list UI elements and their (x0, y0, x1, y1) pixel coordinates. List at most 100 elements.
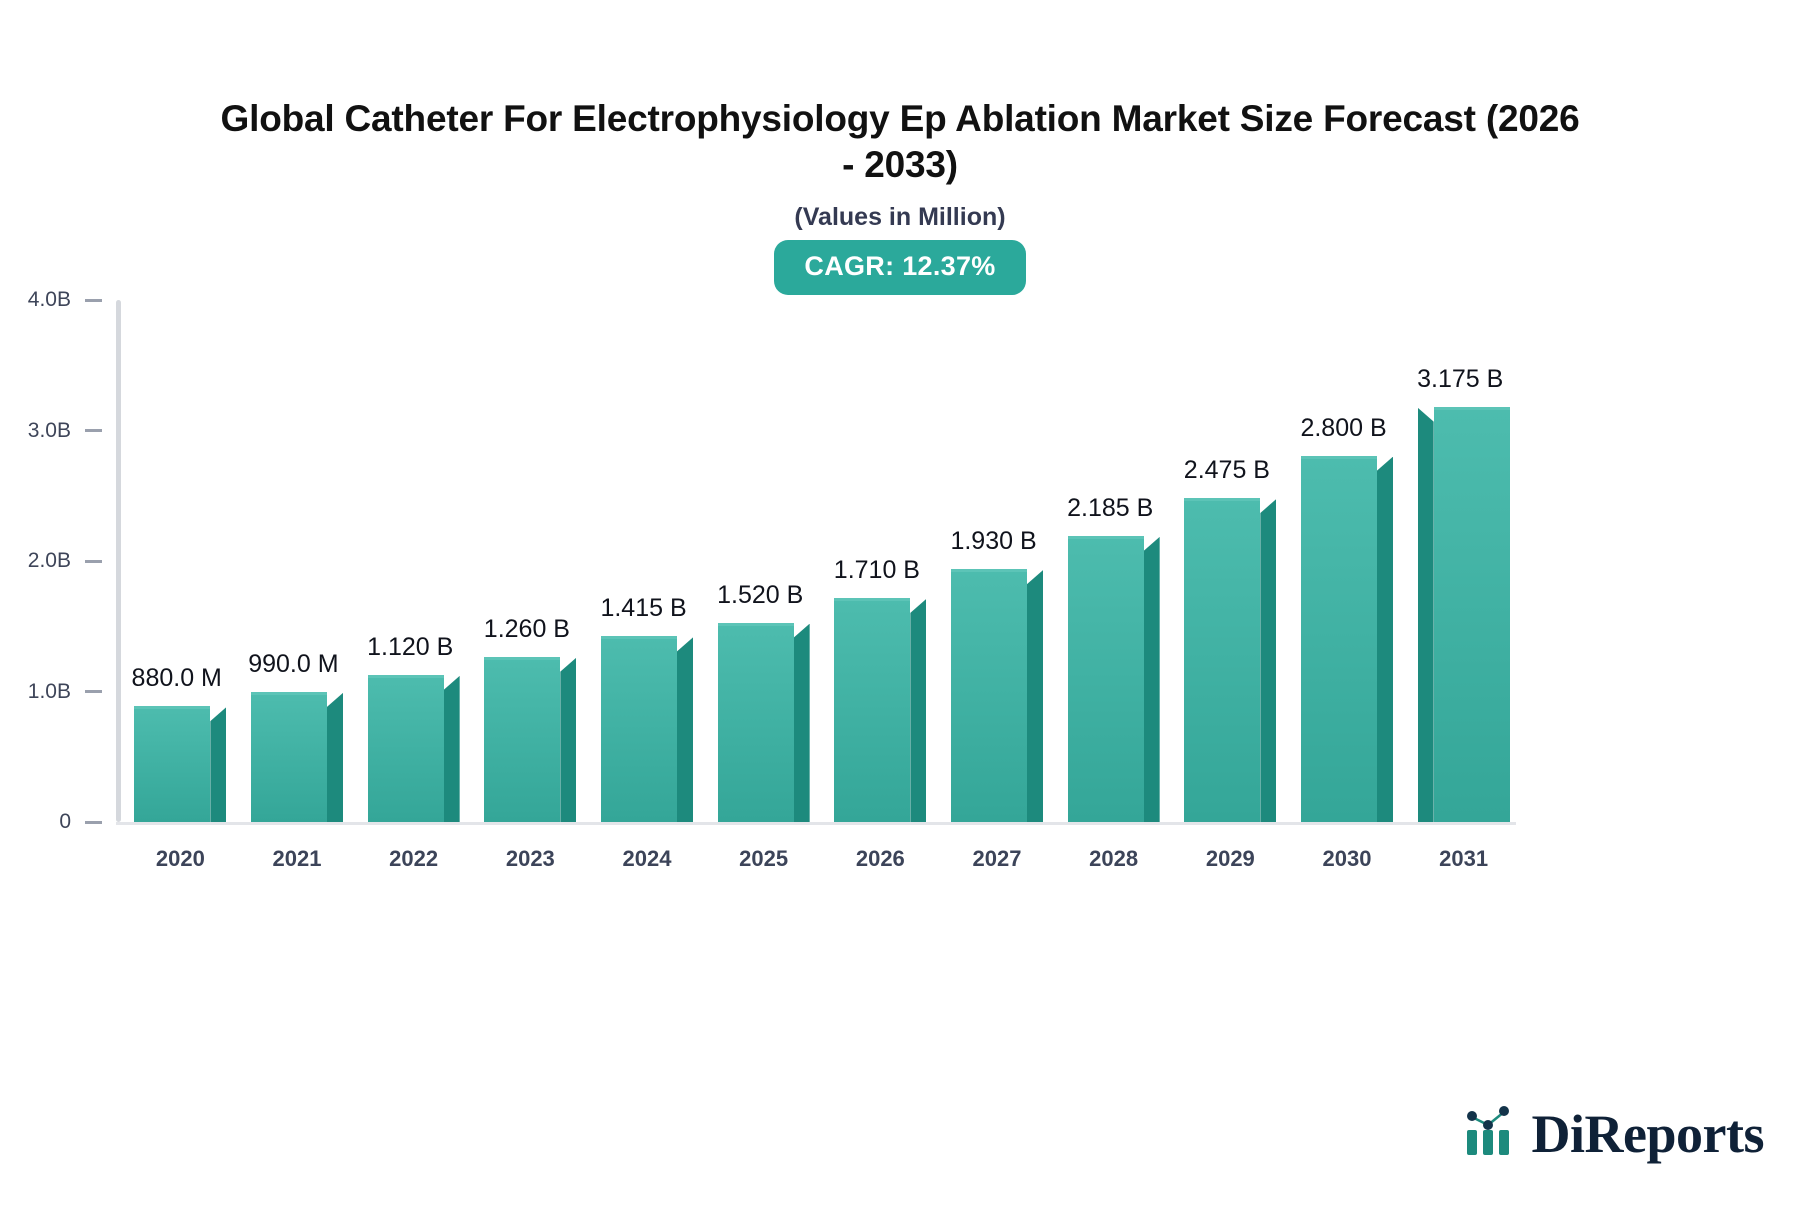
bar-value-label: 1.260 B (483, 614, 570, 643)
bar-2020[interactable] (134, 706, 227, 822)
bar-value-label: 1.415 B (600, 594, 687, 623)
x-axis-tick-label: 2020 (155, 846, 205, 871)
bar-front-face (951, 570, 1027, 822)
bar-front-face (134, 707, 211, 822)
bar-2021[interactable] (251, 691, 343, 822)
y-axis-tick-label: 4.0B (27, 288, 71, 311)
bar-2029[interactable] (1184, 498, 1277, 822)
bar-value-label: 3.175 B (1417, 364, 1504, 393)
bar-top-face (834, 597, 911, 601)
y-axis-tick: 2.0B (9, 549, 116, 573)
bar-column[interactable]: 1.120 B (367, 633, 460, 822)
bar-column[interactable]: 880.0 M (132, 664, 227, 822)
bar-2023[interactable] (484, 656, 577, 822)
bar-value-label: 880.0 M (131, 664, 222, 693)
bar-2024[interactable] (601, 636, 693, 822)
bar-side-face (1377, 456, 1393, 822)
chart-header: Global Catheter For Electrophysiology Ep… (0, 96, 1800, 295)
y-axis-line (116, 300, 121, 822)
x-axis-tick-label: 2021 (272, 846, 322, 871)
bar-side-face (327, 692, 343, 822)
y-axis-tick-label: 1.0B (27, 679, 71, 703)
bar-side-face (210, 707, 227, 822)
bar-side-face (560, 657, 577, 822)
bar-top-face (1184, 498, 1261, 502)
bar-2027[interactable] (951, 569, 1043, 822)
bar-column[interactable]: 2.475 B (1184, 456, 1277, 822)
bar-2031[interactable] (1417, 406, 1510, 822)
bar-front-face (251, 692, 327, 822)
bar-side-face (1260, 499, 1277, 822)
x-axis-line (116, 822, 1516, 825)
bar-side-face (1143, 536, 1160, 822)
bar-column[interactable]: 990.0 M (248, 650, 343, 822)
bar-front-face (717, 623, 794, 822)
bar-top-face (1067, 535, 1144, 539)
x-axis-tick-label: 2023 (505, 846, 555, 871)
y-axis-tick-mark (85, 298, 102, 302)
plot-area: 4.0B 3.0B 2.0B 1.0B 0 880.0 M 990.0 M 1.120 B 1… (28, 288, 1516, 871)
bar-top-face (717, 622, 794, 626)
bar-top-face (1433, 406, 1510, 410)
bar-front-face (601, 637, 677, 822)
y-axis-tick: 0 (9, 810, 116, 834)
page-title: Global Catheter For Electrophysiology Ep… (220, 98, 1580, 186)
y-axis-tick-label: 3.0B (27, 418, 71, 442)
bar-value-label: 2.185 B (1067, 493, 1154, 522)
bar-column[interactable]: 1.930 B (950, 527, 1043, 822)
bar-value-label: 990.0 M (248, 649, 339, 678)
bar-series: 880.0 M 990.0 M 1.120 B 1.260 B 1.415 B 1.520… (116, 300, 1516, 822)
x-axis-tick-label: 2025 (739, 846, 789, 871)
y-axis-tick: 4.0B (9, 288, 116, 312)
bar-value-label: 2.800 B (1300, 413, 1387, 442)
bar-column[interactable]: 1.710 B (834, 556, 927, 822)
bar-front-face (1184, 499, 1261, 822)
y-axis-tick-label: 2.0B (27, 549, 71, 572)
bar-top-face (951, 569, 1027, 573)
bar-column[interactable]: 3.175 B (1417, 365, 1510, 822)
bar-2022[interactable] (367, 674, 460, 822)
bar-value-label: 1.120 B (367, 632, 454, 661)
bar-2026[interactable] (834, 597, 927, 822)
bar-top-face (601, 636, 677, 640)
bar-column[interactable]: 2.185 B (1067, 494, 1160, 822)
bar-column[interactable]: 1.520 B (717, 581, 810, 822)
y-axis-tick-mark (85, 820, 102, 824)
bar-column[interactable]: 2.800 B (1300, 414, 1393, 822)
bar-2028[interactable] (1067, 535, 1160, 822)
cagr-badge: CAGR: 12.37% (774, 239, 1026, 295)
bar-side-face (1027, 570, 1043, 822)
y-axis-tick-mark (85, 690, 102, 693)
bar-front-face (484, 657, 561, 822)
bar-side-face (1417, 407, 1434, 822)
x-axis-tick-label: 2028 (1089, 846, 1139, 871)
x-axis-tick-label: 2024 (622, 846, 672, 871)
logo-wordmark: DiReports (1531, 1103, 1765, 1164)
bar-front-face (1067, 536, 1144, 822)
y-axis-tick-mark (85, 559, 102, 563)
chart-subtitle: (Values in Million) (794, 202, 1006, 231)
x-axis-tick-label: 2030 (1322, 846, 1372, 871)
y-axis-tick: 1.0B (9, 680, 116, 704)
bar-top-face (484, 656, 561, 660)
bar-value-label: 1.930 B (950, 527, 1037, 556)
bar-chart-logo-icon (1464, 1103, 1526, 1164)
bar-side-face (910, 598, 927, 822)
bar-column[interactable]: 1.260 B (484, 615, 577, 822)
bar-top-face (251, 691, 327, 695)
bar-2025[interactable] (717, 622, 810, 822)
bar-top-face (134, 706, 211, 710)
x-axis-tick-label: 2026 (855, 846, 905, 871)
bar-value-label: 1.520 B (717, 580, 804, 609)
bar-column[interactable]: 1.415 B (600, 594, 693, 822)
bar-top-face (367, 674, 444, 678)
x-axis-tick-label: 2027 (972, 846, 1022, 871)
y-axis-tick-mark (85, 429, 102, 432)
y-axis-tick-label: 0 (59, 810, 71, 833)
bar-front-face (1433, 407, 1510, 822)
x-axis-tick-label: 2029 (1205, 846, 1255, 871)
bar-front-face (1301, 456, 1377, 822)
bar-value-label: 1.710 B (833, 555, 920, 584)
bar-2030[interactable] (1301, 455, 1393, 822)
